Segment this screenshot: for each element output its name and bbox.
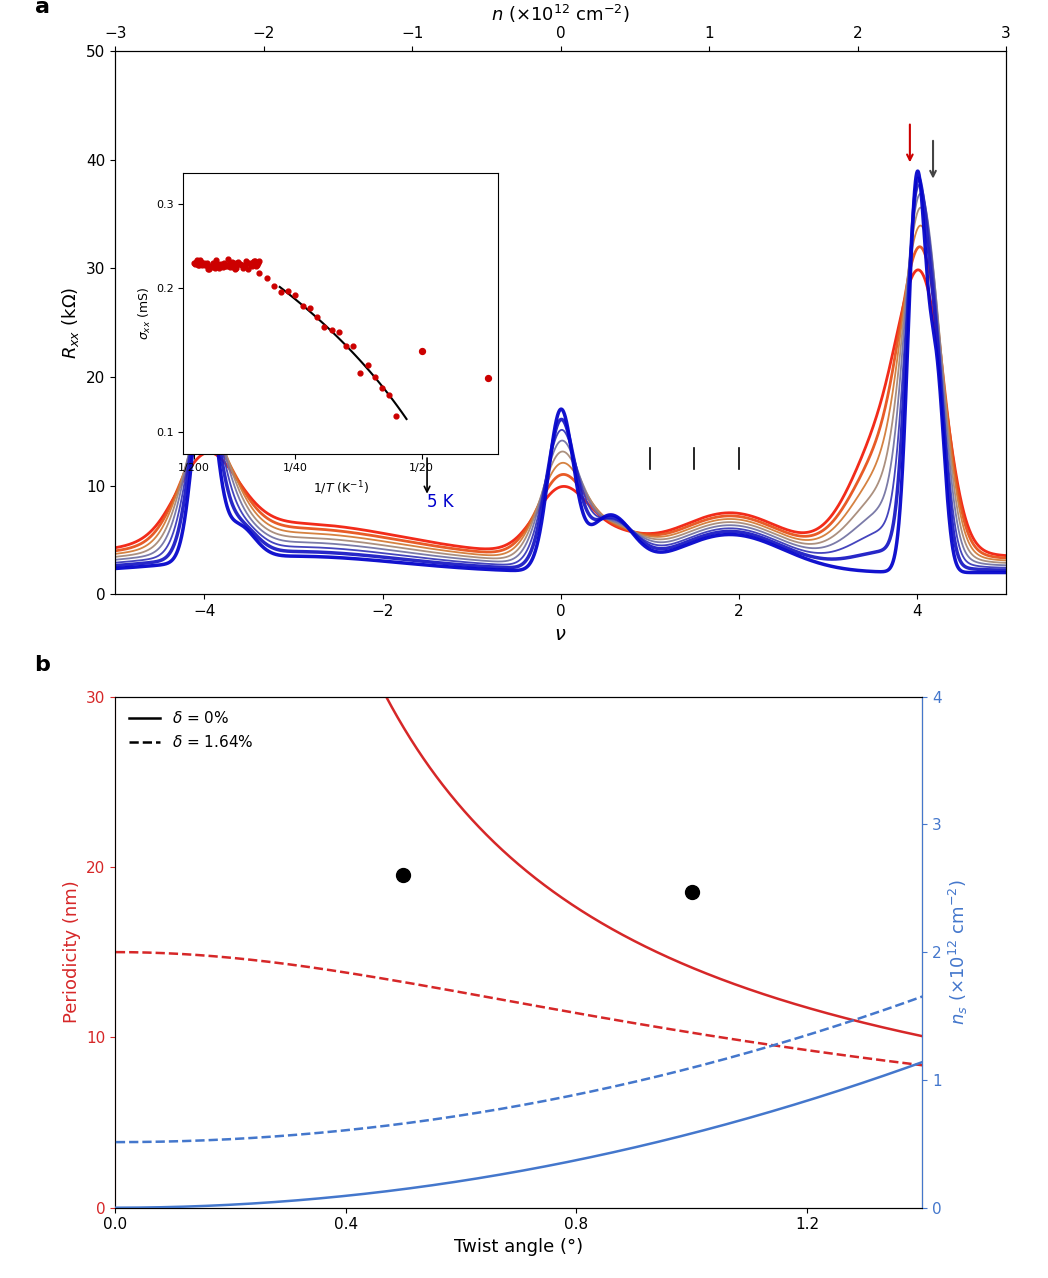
- Point: [413, 340, 430, 360]
- Point: [479, 367, 496, 387]
- Point: [272, 281, 289, 302]
- Point: [202, 256, 219, 276]
- Point: [238, 250, 255, 271]
- Point: [330, 322, 347, 343]
- Point: [196, 256, 213, 276]
- X-axis label: $\nu$: $\nu$: [554, 625, 567, 644]
- Point: [228, 253, 245, 273]
- Point: [245, 250, 262, 271]
- Point: [211, 258, 227, 279]
- Point: [240, 258, 257, 279]
- Point: [194, 256, 211, 276]
- Point: [190, 254, 206, 275]
- Point: [373, 377, 390, 397]
- Point: [223, 252, 240, 272]
- Point: [246, 252, 263, 272]
- Point: [200, 259, 217, 280]
- Point: [226, 259, 243, 280]
- Point: [209, 254, 225, 275]
- Point: [250, 253, 267, 273]
- Point: [221, 254, 238, 275]
- Point: [205, 257, 222, 277]
- Point: [352, 363, 369, 383]
- Point: [201, 258, 218, 279]
- Point: [230, 252, 246, 272]
- Point: [185, 253, 202, 273]
- Point: [367, 367, 384, 387]
- Point: [244, 252, 261, 272]
- Point: [191, 254, 208, 275]
- Point: [210, 253, 226, 273]
- Point: [380, 385, 397, 405]
- Point: [219, 256, 236, 276]
- Point: [294, 295, 311, 316]
- Point: [315, 317, 332, 337]
- Text: a: a: [36, 0, 50, 17]
- Y-axis label: $R_{xx}$ (k$\Omega$): $R_{xx}$ (k$\Omega$): [60, 286, 81, 359]
- Text: 80 K: 80 K: [427, 433, 464, 451]
- Point: [213, 253, 230, 273]
- X-axis label: Twist angle (°): Twist angle (°): [454, 1238, 584, 1256]
- Y-axis label: $n_s$ ($\times10^{12}$ cm$^{-2}$): $n_s$ ($\times10^{12}$ cm$^{-2}$): [947, 879, 970, 1025]
- Point: [258, 267, 275, 288]
- Point: [227, 257, 244, 277]
- Point: [236, 256, 253, 276]
- Point: [220, 249, 237, 270]
- Point: [204, 253, 221, 273]
- Point: [217, 256, 234, 276]
- Point: [214, 257, 231, 277]
- Point: [280, 281, 297, 302]
- Legend: $\delta$ = 0%, $\delta$ = 1.64%: $\delta$ = 0%, $\delta$ = 1.64%: [123, 704, 260, 757]
- Text: b: b: [35, 654, 50, 675]
- Point: [215, 253, 232, 273]
- Point: [206, 258, 223, 279]
- Point: [252, 250, 268, 271]
- Point: [197, 256, 214, 276]
- Point: [337, 335, 354, 355]
- Point: [239, 253, 256, 273]
- Point: [222, 257, 239, 277]
- Point: [359, 355, 376, 376]
- Point: [242, 254, 259, 275]
- Point: [323, 320, 340, 340]
- Point: [208, 249, 224, 270]
- Point: [218, 254, 235, 275]
- Point: [212, 256, 228, 276]
- Point: [388, 405, 405, 426]
- X-axis label: $n$ ($\times10^{12}$ cm$^{-2}$): $n$ ($\times10^{12}$ cm$^{-2}$): [492, 3, 630, 24]
- Point: [302, 298, 319, 318]
- Point: [189, 249, 205, 270]
- Point: [234, 254, 250, 275]
- Y-axis label: $\sigma_{xx}$ (mS): $\sigma_{xx}$ (mS): [137, 286, 153, 340]
- Point: [203, 257, 220, 277]
- Point: [345, 336, 362, 357]
- Point: [287, 285, 304, 305]
- Point: [247, 256, 264, 276]
- Point: [265, 276, 282, 296]
- Text: 5 K: 5 K: [427, 493, 454, 511]
- Point: [224, 257, 241, 277]
- Point: [241, 253, 258, 273]
- Point: [252, 263, 268, 284]
- Point: [243, 256, 260, 276]
- Point: [192, 249, 209, 270]
- Point: [225, 253, 242, 273]
- Point: [188, 252, 204, 272]
- Point: [193, 252, 210, 272]
- Point: [237, 256, 254, 276]
- Point: [195, 252, 212, 272]
- Point: [309, 307, 326, 327]
- Point: [187, 254, 203, 275]
- Point: [232, 254, 248, 275]
- Point: [231, 253, 247, 273]
- Point: [235, 258, 252, 279]
- Point: [198, 253, 215, 273]
- X-axis label: $1/T$ (K$^{-1}$): $1/T$ (K$^{-1}$): [312, 479, 369, 497]
- Point: [248, 254, 265, 275]
- Y-axis label: Periodicity (nm): Periodicity (nm): [63, 881, 81, 1024]
